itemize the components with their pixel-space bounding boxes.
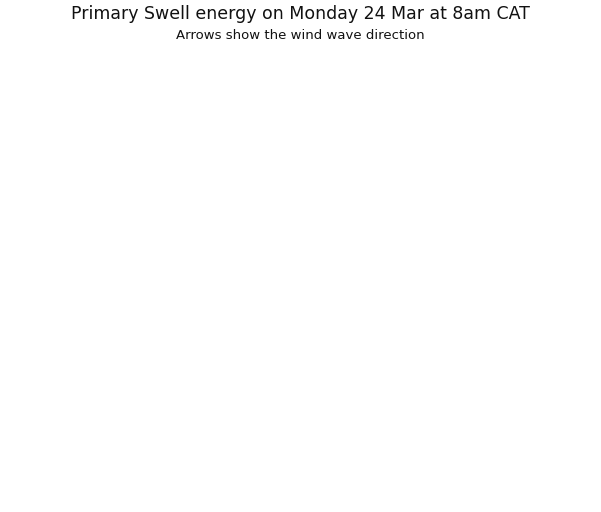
Text: Primary Swell energy on Monday 24 Mar at 8am CAT: Primary Swell energy on Monday 24 Mar at…	[71, 6, 530, 24]
Text: cartopy required for proper rendering: cartopy required for proper rendering	[169, 271, 432, 286]
Text: Arrows show the wind wave direction: Arrows show the wind wave direction	[176, 29, 425, 41]
